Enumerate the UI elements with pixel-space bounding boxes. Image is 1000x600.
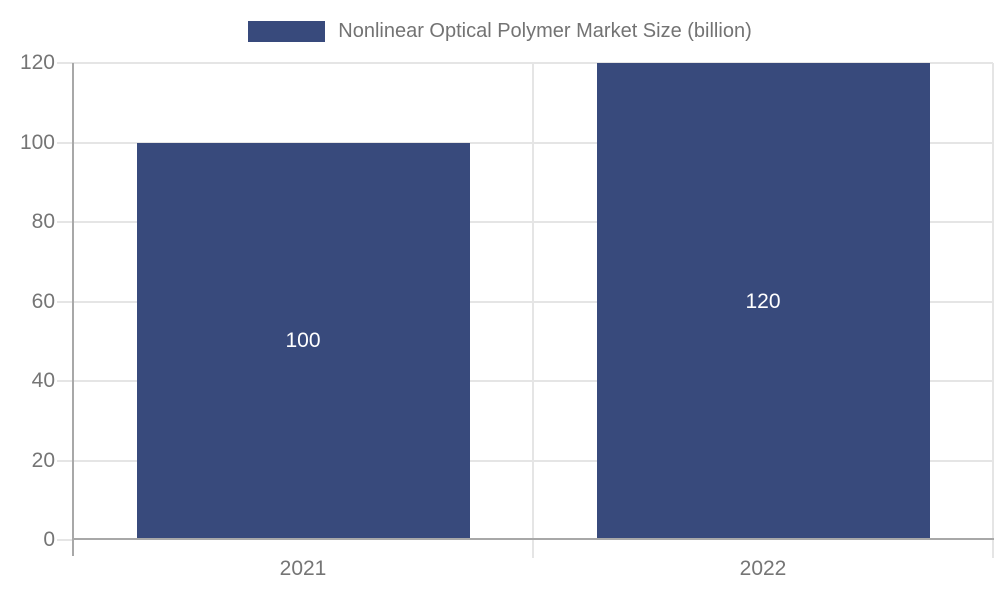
x-tick-label: 2021 — [279, 557, 327, 580]
y-tick-label: 0 — [43, 528, 55, 551]
y-tick-label: 120 — [19, 51, 55, 74]
legend-swatch-icon — [248, 20, 326, 42]
y-tick — [57, 62, 73, 64]
y-tick-label: 40 — [31, 369, 55, 392]
legend: Nonlinear Optical Polymer Market Size (b… — [0, 16, 1000, 46]
x-tick-label: 2022 — [739, 557, 787, 580]
y-tick — [57, 221, 73, 223]
v-gridline — [532, 63, 534, 558]
y-tick-label: 100 — [19, 130, 55, 154]
legend-label: Nonlinear Optical Polymer Market Size (b… — [338, 19, 752, 42]
bar-value-label: 100 — [285, 329, 321, 353]
bar-2021: 100 — [136, 142, 470, 540]
y-tick-label: 80 — [31, 210, 55, 233]
y-axis-line — [72, 63, 74, 556]
y-tick-label: 20 — [31, 448, 55, 472]
plot-area: 100 120 — [72, 62, 994, 558]
bar-2022: 120 — [596, 63, 930, 540]
y-tick-label: 60 — [31, 289, 55, 313]
x-axis-line — [72, 538, 994, 540]
y-tick — [57, 141, 73, 144]
y-tick — [57, 380, 73, 382]
bar-value-label: 120 — [745, 289, 781, 313]
v-gridline — [992, 63, 994, 558]
y-tick — [57, 459, 73, 462]
y-tick — [57, 300, 73, 303]
y-tick — [57, 539, 73, 541]
